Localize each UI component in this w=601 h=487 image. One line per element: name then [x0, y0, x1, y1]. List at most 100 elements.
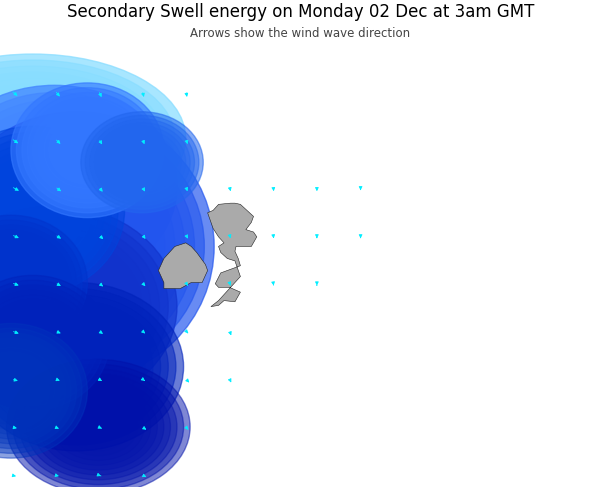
- Ellipse shape: [66, 403, 131, 451]
- Ellipse shape: [0, 150, 99, 270]
- Ellipse shape: [0, 162, 85, 259]
- Ellipse shape: [0, 112, 214, 381]
- Ellipse shape: [60, 126, 115, 174]
- Ellipse shape: [0, 348, 60, 434]
- Ellipse shape: [0, 121, 204, 372]
- Ellipse shape: [0, 59, 133, 146]
- Ellipse shape: [0, 39, 168, 165]
- Ellipse shape: [0, 239, 60, 326]
- Ellipse shape: [0, 72, 153, 205]
- Ellipse shape: [0, 108, 87, 169]
- Ellipse shape: [7, 359, 190, 487]
- Ellipse shape: [0, 215, 87, 350]
- Ellipse shape: [116, 141, 168, 184]
- Ellipse shape: [2, 143, 107, 230]
- Ellipse shape: [0, 256, 116, 357]
- Ellipse shape: [0, 259, 38, 307]
- Ellipse shape: [0, 244, 55, 321]
- Ellipse shape: [8, 313, 145, 421]
- Ellipse shape: [0, 254, 44, 311]
- Ellipse shape: [11, 83, 164, 218]
- Ellipse shape: [0, 126, 124, 295]
- Polygon shape: [207, 203, 257, 307]
- Ellipse shape: [0, 225, 76, 340]
- Ellipse shape: [0, 300, 82, 386]
- Ellipse shape: [38, 107, 136, 193]
- Ellipse shape: [94, 123, 190, 202]
- Ellipse shape: [2, 263, 107, 350]
- Ellipse shape: [0, 144, 105, 277]
- Ellipse shape: [13, 364, 183, 487]
- Ellipse shape: [103, 130, 182, 195]
- Ellipse shape: [0, 180, 66, 241]
- Ellipse shape: [0, 328, 82, 453]
- Ellipse shape: [0, 275, 109, 410]
- Ellipse shape: [0, 54, 186, 223]
- Ellipse shape: [27, 198, 126, 295]
- Ellipse shape: [0, 160, 165, 333]
- Ellipse shape: [0, 206, 177, 408]
- Ellipse shape: [0, 282, 183, 451]
- Ellipse shape: [46, 388, 151, 466]
- Ellipse shape: [15, 318, 138, 415]
- Ellipse shape: [49, 116, 126, 184]
- Ellipse shape: [0, 174, 72, 246]
- Ellipse shape: [0, 102, 99, 174]
- Ellipse shape: [0, 234, 142, 379]
- Ellipse shape: [0, 129, 124, 244]
- Ellipse shape: [81, 112, 203, 213]
- Ellipse shape: [0, 367, 38, 415]
- Ellipse shape: [0, 285, 99, 400]
- Ellipse shape: [0, 35, 177, 169]
- Ellipse shape: [0, 314, 66, 372]
- Ellipse shape: [52, 393, 144, 461]
- Ellipse shape: [33, 102, 142, 198]
- Ellipse shape: [0, 309, 71, 376]
- Ellipse shape: [85, 115, 199, 209]
- Ellipse shape: [0, 93, 168, 280]
- Ellipse shape: [2, 73, 107, 131]
- Ellipse shape: [16, 88, 159, 213]
- Ellipse shape: [27, 97, 147, 203]
- Ellipse shape: [11, 270, 99, 343]
- Ellipse shape: [0, 333, 76, 449]
- Ellipse shape: [0, 121, 133, 251]
- Text: Secondary Swell energy on Monday 02 Dec at 3am GMT: Secondary Swell energy on Monday 02 Dec …: [67, 3, 534, 21]
- Ellipse shape: [0, 307, 153, 427]
- Ellipse shape: [0, 220, 82, 345]
- Ellipse shape: [0, 107, 151, 266]
- Ellipse shape: [0, 234, 66, 331]
- Ellipse shape: [0, 131, 195, 362]
- Ellipse shape: [0, 44, 159, 160]
- Ellipse shape: [0, 141, 185, 352]
- Ellipse shape: [0, 84, 131, 192]
- Ellipse shape: [0, 69, 116, 136]
- Ellipse shape: [26, 374, 171, 480]
- Ellipse shape: [38, 337, 115, 397]
- Ellipse shape: [0, 114, 142, 259]
- Ellipse shape: [0, 290, 93, 395]
- Ellipse shape: [0, 343, 66, 439]
- Polygon shape: [159, 243, 207, 289]
- Ellipse shape: [0, 96, 109, 180]
- Ellipse shape: [5, 318, 60, 367]
- Ellipse shape: [0, 90, 120, 187]
- Ellipse shape: [11, 150, 99, 223]
- Ellipse shape: [0, 227, 151, 386]
- Ellipse shape: [0, 66, 164, 210]
- Ellipse shape: [0, 100, 159, 273]
- Ellipse shape: [0, 220, 159, 393]
- Ellipse shape: [0, 289, 176, 445]
- Ellipse shape: [111, 137, 172, 187]
- Ellipse shape: [0, 150, 175, 343]
- Ellipse shape: [0, 78, 142, 198]
- Ellipse shape: [0, 213, 168, 400]
- Ellipse shape: [0, 249, 49, 316]
- Text: Arrows show the wind wave direction: Arrows show the wind wave direction: [191, 27, 410, 40]
- Ellipse shape: [0, 304, 76, 381]
- Ellipse shape: [0, 49, 151, 155]
- Ellipse shape: [0, 169, 155, 323]
- Ellipse shape: [0, 64, 124, 141]
- Ellipse shape: [0, 136, 116, 237]
- Ellipse shape: [44, 112, 131, 189]
